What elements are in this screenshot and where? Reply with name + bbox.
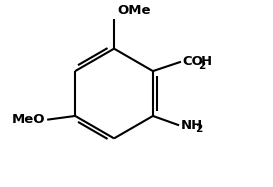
- Text: 2: 2: [198, 61, 205, 71]
- Text: OMe: OMe: [118, 4, 151, 17]
- Text: NH: NH: [181, 119, 203, 132]
- Text: 2: 2: [195, 124, 202, 134]
- Text: H: H: [201, 55, 212, 68]
- Text: MeO: MeO: [12, 113, 45, 126]
- Text: CO: CO: [183, 55, 204, 68]
